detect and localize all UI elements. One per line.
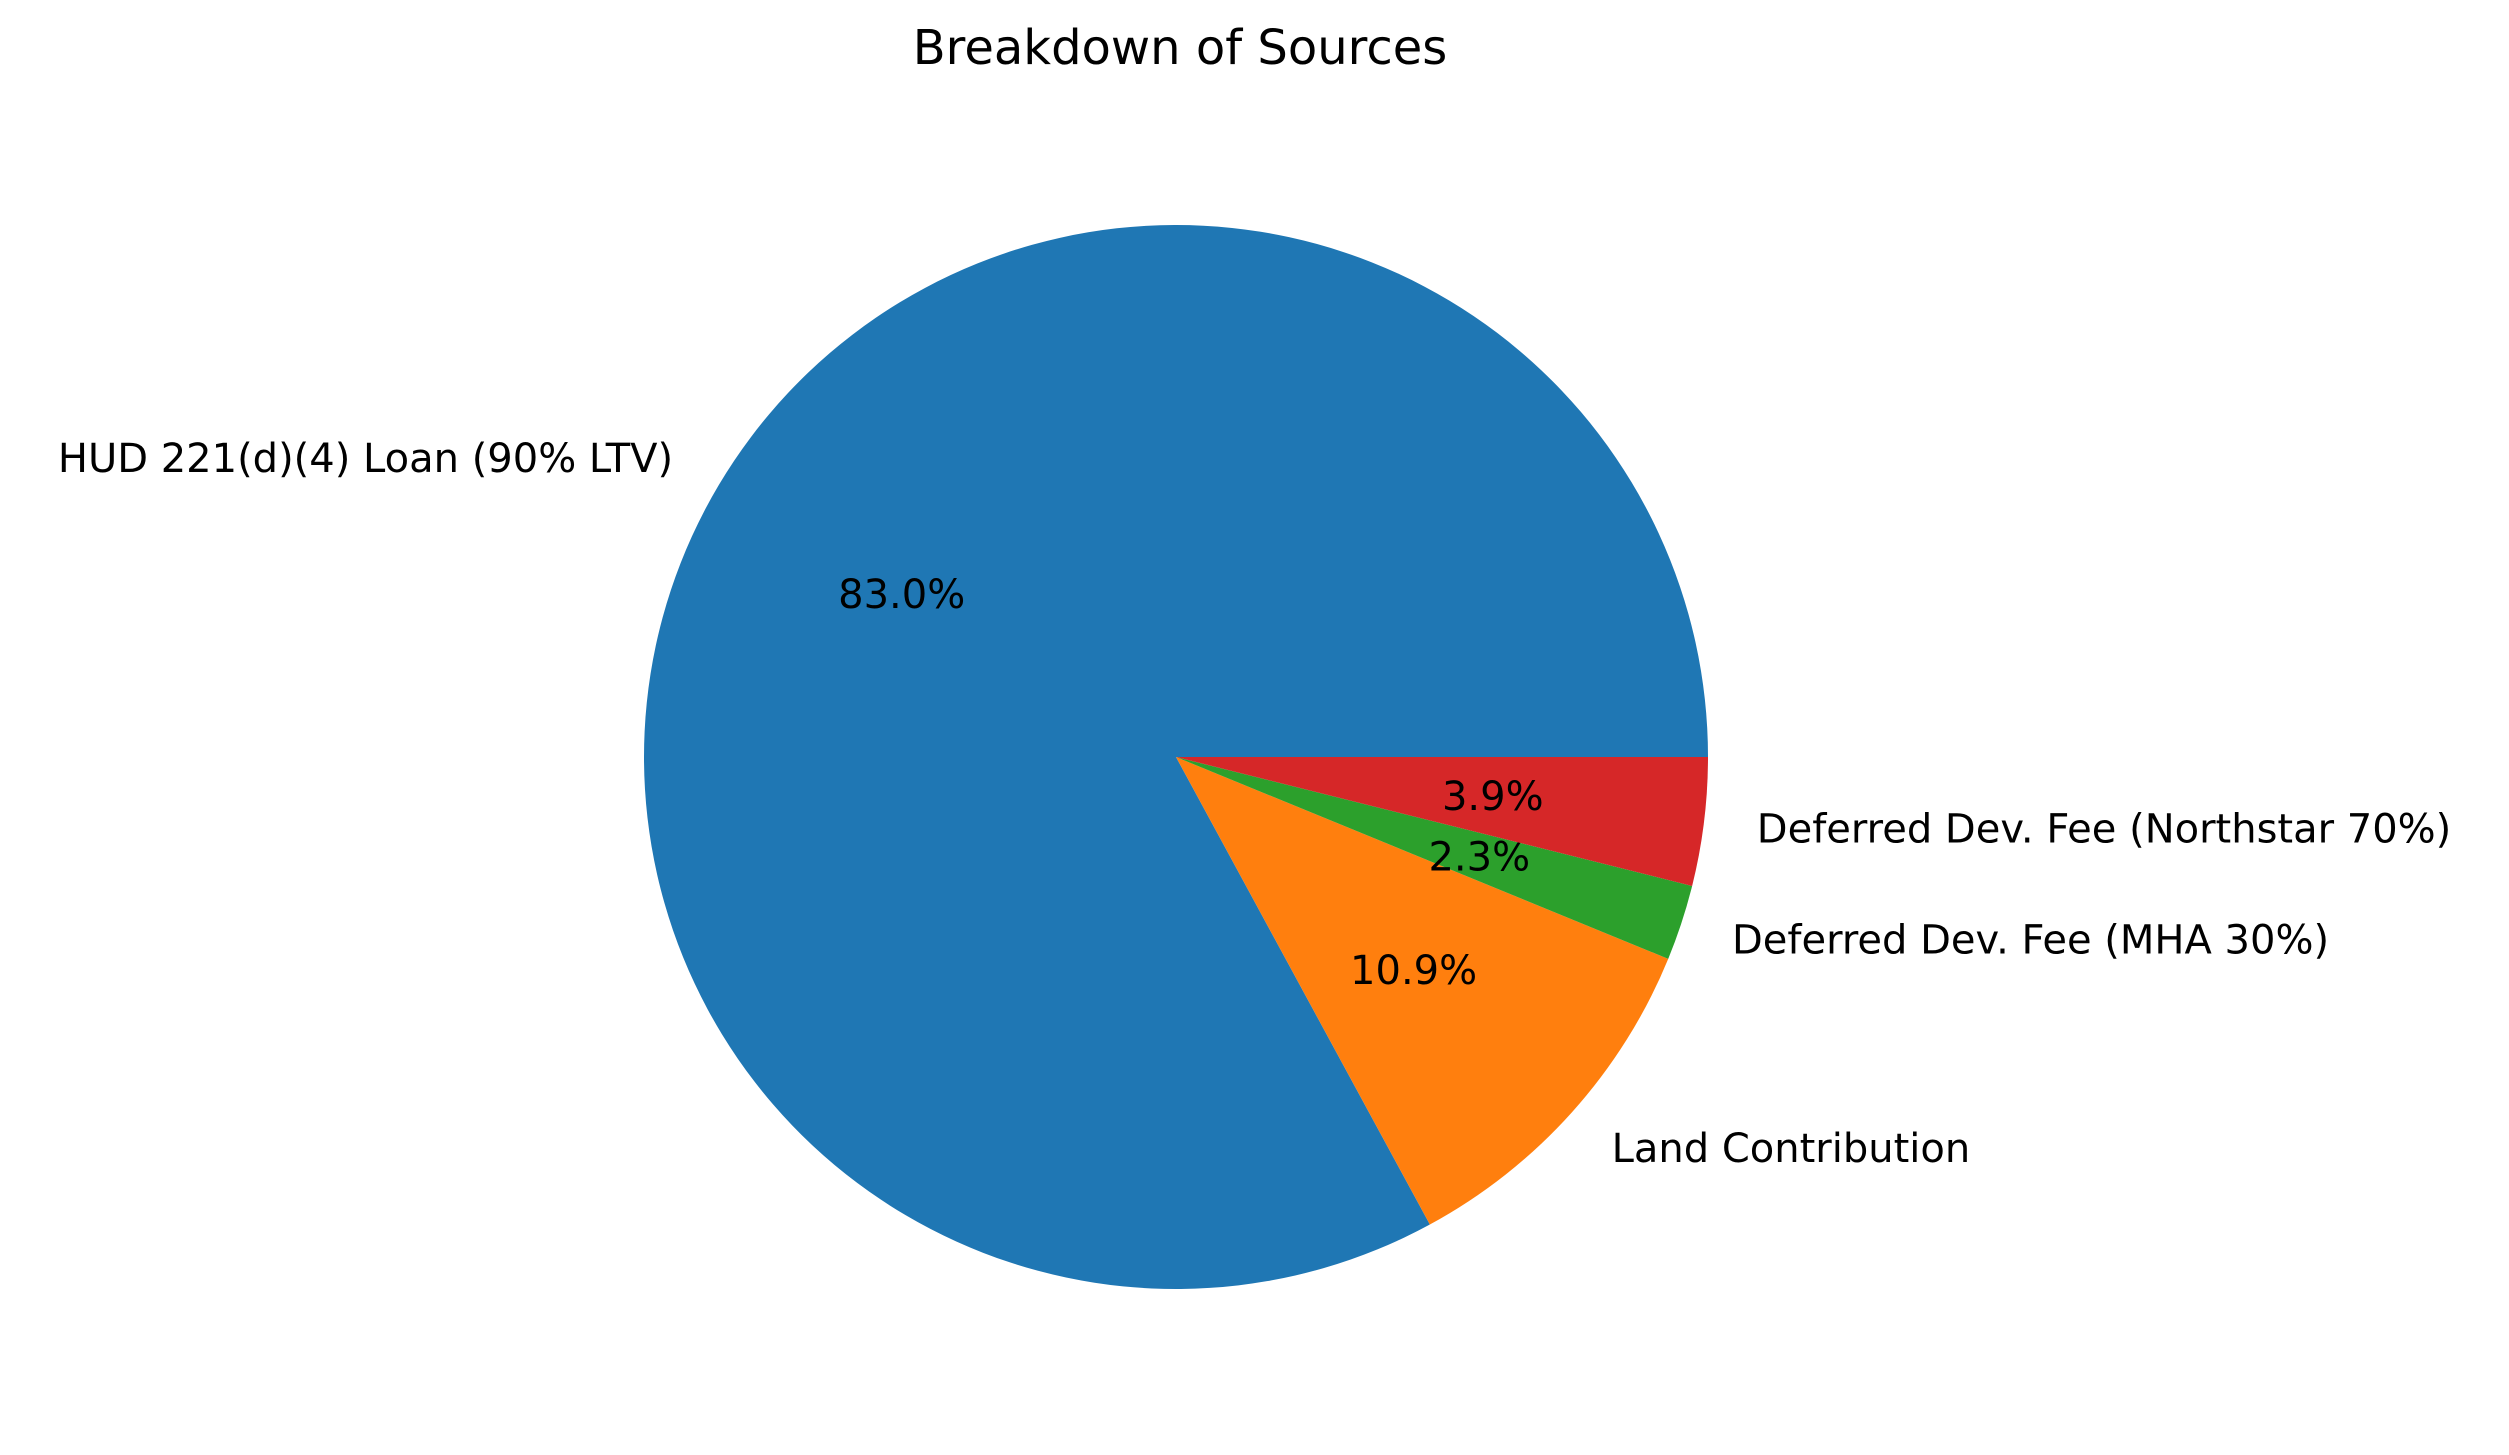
pie-slices-group: 83.0% HUD 221(d)(4) Loan (90% LTV) 10.9% La…: [58, 224, 2451, 1289]
slice-label-1: Land Contribution: [1612, 1126, 1971, 1172]
slice-percentage-label-1: 10.9%: [1350, 948, 1477, 994]
slice-percentage-label-2: 2.3%: [1428, 835, 1530, 881]
slice-percentage-label-0: 83.0%: [838, 572, 965, 618]
chart-title: Breakdown of Sources: [913, 20, 1448, 76]
pie-slice-2: [1176, 757, 1693, 959]
pie-slice-1: [1176, 757, 1669, 1225]
slice-percentage-label-3: 3.9%: [1442, 774, 1544, 820]
slice-label-0: HUD 221(d)(4) Loan (90% LTV): [58, 436, 673, 482]
slice-label-2: Deferred Dev. Fee (MHA 30%): [1732, 917, 2329, 963]
pie-slice-3: [1176, 757, 1708, 886]
slice-label-3: Deferred Dev. Fee (Northstar 70%): [1757, 806, 2451, 852]
pie-slice-0: [644, 224, 1708, 1289]
